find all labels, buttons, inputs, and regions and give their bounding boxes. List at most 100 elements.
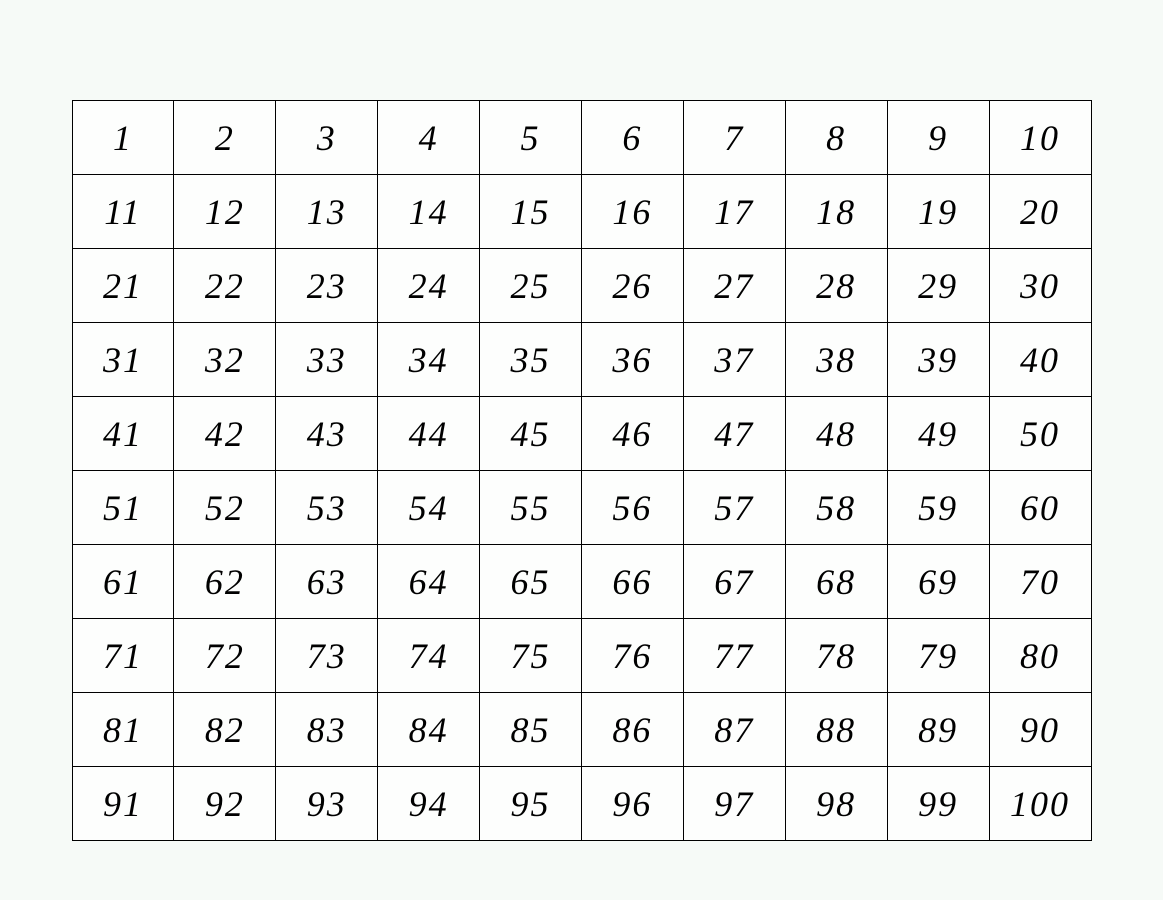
number-cell: 28: [785, 249, 887, 323]
number-cell: 9: [887, 101, 989, 175]
number-cell: 46: [581, 397, 683, 471]
table-row: 41 42 43 44 45 46 47 48 49 50: [72, 397, 1091, 471]
number-cell: 63: [276, 545, 378, 619]
number-cell: 92: [174, 767, 276, 841]
number-cell: 20: [989, 175, 1091, 249]
number-cell: 36: [581, 323, 683, 397]
number-cell: 51: [72, 471, 174, 545]
number-cell: 43: [276, 397, 378, 471]
number-cell: 86: [581, 693, 683, 767]
number-cell: 72: [174, 619, 276, 693]
number-cell: 39: [887, 323, 989, 397]
number-cell: 54: [378, 471, 480, 545]
number-cell: 34: [378, 323, 480, 397]
number-cell: 31: [72, 323, 174, 397]
number-cell: 96: [581, 767, 683, 841]
number-cell: 26: [581, 249, 683, 323]
number-cell: 65: [480, 545, 582, 619]
number-cell: 50: [989, 397, 1091, 471]
number-cell: 98: [785, 767, 887, 841]
number-cell: 38: [785, 323, 887, 397]
number-cell: 41: [72, 397, 174, 471]
hundred-chart-body: 1 2 3 4 5 6 7 8 9 10 11 12 13 14 15 16 1…: [72, 101, 1091, 841]
number-cell: 57: [683, 471, 785, 545]
number-cell: 79: [887, 619, 989, 693]
table-row: 71 72 73 74 75 76 77 78 79 80: [72, 619, 1091, 693]
number-cell: 16: [581, 175, 683, 249]
number-cell: 2: [174, 101, 276, 175]
number-cell: 82: [174, 693, 276, 767]
number-cell: 55: [480, 471, 582, 545]
number-cell: 17: [683, 175, 785, 249]
number-cell: 32: [174, 323, 276, 397]
number-cell: 73: [276, 619, 378, 693]
table-row: 81 82 83 84 85 86 87 88 89 90: [72, 693, 1091, 767]
number-cell: 100: [989, 767, 1091, 841]
number-cell: 42: [174, 397, 276, 471]
number-cell: 75: [480, 619, 582, 693]
number-cell: 21: [72, 249, 174, 323]
number-cell: 10: [989, 101, 1091, 175]
number-cell: 74: [378, 619, 480, 693]
number-cell: 33: [276, 323, 378, 397]
number-cell: 58: [785, 471, 887, 545]
number-cell: 7: [683, 101, 785, 175]
number-cell: 19: [887, 175, 989, 249]
number-cell: 59: [887, 471, 989, 545]
number-cell: 80: [989, 619, 1091, 693]
number-cell: 85: [480, 693, 582, 767]
table-row: 11 12 13 14 15 16 17 18 19 20: [72, 175, 1091, 249]
number-cell: 90: [989, 693, 1091, 767]
number-cell: 27: [683, 249, 785, 323]
number-cell: 62: [174, 545, 276, 619]
number-cell: 18: [785, 175, 887, 249]
number-cell: 22: [174, 249, 276, 323]
number-cell: 91: [72, 767, 174, 841]
number-cell: 60: [989, 471, 1091, 545]
number-cell: 49: [887, 397, 989, 471]
number-cell: 29: [887, 249, 989, 323]
number-cell: 15: [480, 175, 582, 249]
number-cell: 66: [581, 545, 683, 619]
number-cell: 4: [378, 101, 480, 175]
number-cell: 35: [480, 323, 582, 397]
number-cell: 56: [581, 471, 683, 545]
number-cell: 52: [174, 471, 276, 545]
number-cell: 87: [683, 693, 785, 767]
number-cell: 3: [276, 101, 378, 175]
number-cell: 84: [378, 693, 480, 767]
number-cell: 64: [378, 545, 480, 619]
number-cell: 78: [785, 619, 887, 693]
number-cell: 94: [378, 767, 480, 841]
number-cell: 95: [480, 767, 582, 841]
number-cell: 37: [683, 323, 785, 397]
number-cell: 1: [72, 101, 174, 175]
number-cell: 67: [683, 545, 785, 619]
number-cell: 99: [887, 767, 989, 841]
number-cell: 83: [276, 693, 378, 767]
number-cell: 6: [581, 101, 683, 175]
number-cell: 13: [276, 175, 378, 249]
number-cell: 53: [276, 471, 378, 545]
page-container: 1 2 3 4 5 6 7 8 9 10 11 12 13 14 15 16 1…: [0, 0, 1163, 900]
number-cell: 76: [581, 619, 683, 693]
table-row: 21 22 23 24 25 26 27 28 29 30: [72, 249, 1091, 323]
hundred-chart-table: 1 2 3 4 5 6 7 8 9 10 11 12 13 14 15 16 1…: [72, 100, 1092, 841]
table-row: 31 32 33 34 35 36 37 38 39 40: [72, 323, 1091, 397]
number-cell: 47: [683, 397, 785, 471]
number-cell: 14: [378, 175, 480, 249]
number-cell: 88: [785, 693, 887, 767]
number-cell: 45: [480, 397, 582, 471]
number-cell: 89: [887, 693, 989, 767]
number-cell: 25: [480, 249, 582, 323]
number-cell: 23: [276, 249, 378, 323]
number-cell: 8: [785, 101, 887, 175]
number-cell: 48: [785, 397, 887, 471]
number-cell: 97: [683, 767, 785, 841]
number-cell: 93: [276, 767, 378, 841]
number-cell: 61: [72, 545, 174, 619]
number-cell: 44: [378, 397, 480, 471]
number-cell: 40: [989, 323, 1091, 397]
number-cell: 30: [989, 249, 1091, 323]
number-cell: 12: [174, 175, 276, 249]
